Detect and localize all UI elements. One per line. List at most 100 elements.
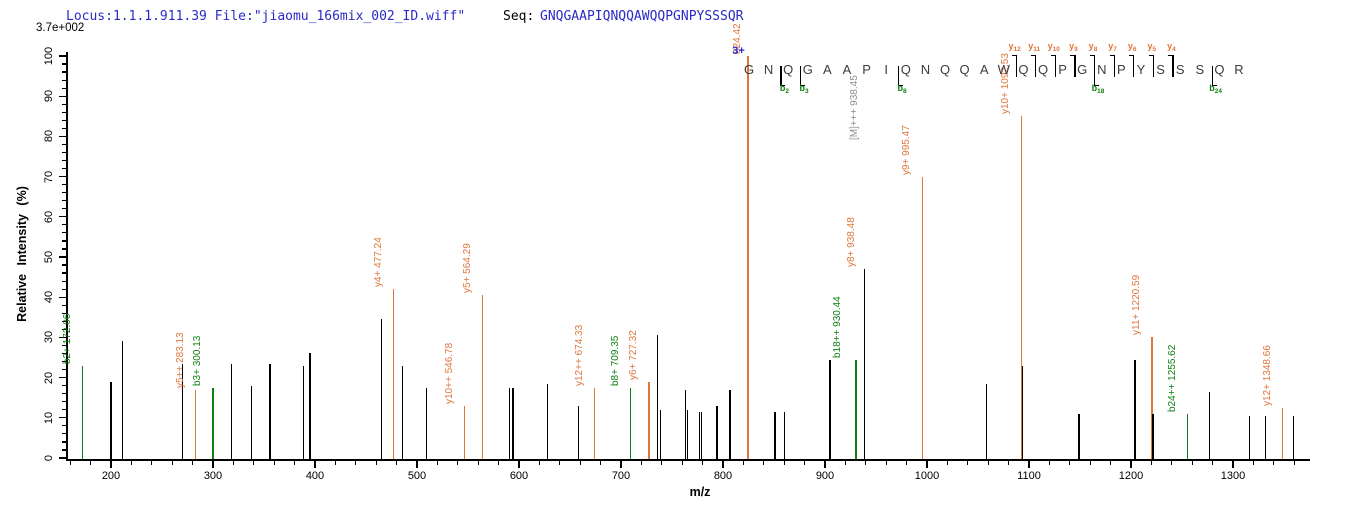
peak-label: y4+ 477.24: [372, 237, 384, 288]
x-axis-minor-tick: [171, 461, 173, 465]
peptide-residue: R: [1234, 62, 1244, 77]
y-axis-minor-tick: [62, 143, 66, 146]
y-axis-minor-tick: [62, 192, 66, 194]
sequence-value: GNQGAAPIQNQQAWQQPGNPYSSSQR: [540, 9, 744, 24]
x-axis-minor-tick: [192, 461, 194, 465]
base-peak-intensity: 3.7e+002: [36, 22, 85, 34]
spectrum-peak: [1187, 413, 1189, 459]
y-axis-minor-tick: [62, 151, 66, 154]
x-axis-tick-label: 300: [203, 470, 223, 482]
x-axis-tick: [314, 461, 316, 468]
x-axis-minor-tick: [130, 461, 132, 465]
x-axis-minor-tick: [498, 461, 500, 465]
y-axis-minor-tick: [62, 368, 66, 371]
x-axis-title: m/z: [689, 485, 711, 499]
fragment-mark-b: [898, 66, 900, 86]
y-axis-tick: [59, 377, 66, 379]
fragment-mark-b: [1094, 66, 1096, 86]
fragment-mark-y-stub: [1168, 55, 1174, 57]
y-axis-minor-tick: [62, 409, 66, 411]
x-axis-minor-tick: [1293, 461, 1295, 465]
x-axis-tick: [110, 461, 112, 468]
x-axis-minor-tick: [865, 461, 867, 465]
fragment-label-b: b18: [1091, 83, 1105, 96]
fragment-mark-b-stub: [1211, 84, 1217, 86]
x-axis-minor-tick: [946, 461, 948, 465]
y-axis-minor-tick: [62, 288, 66, 290]
peptide-residue: S: [1156, 62, 1165, 77]
x-axis-minor-tick: [294, 461, 296, 465]
y-axis-minor-tick: [62, 87, 66, 89]
y-axis-tick-label: 0: [43, 454, 55, 462]
x-axis-minor-tick: [436, 461, 438, 465]
x-axis-minor-tick: [1252, 461, 1254, 465]
x-axis-tick-label: 900: [815, 470, 835, 482]
x-axis-minor-tick: [1089, 461, 1091, 465]
x-axis-minor-tick: [1171, 461, 1173, 465]
spectrum-peak: [1248, 415, 1250, 459]
y-axis-minor-tick: [62, 208, 66, 210]
y-axis-minor-tick: [62, 119, 66, 121]
spectrum-peak: [657, 335, 659, 459]
x-axis-minor-tick: [334, 461, 336, 465]
peptide-residue: Q: [1214, 62, 1225, 77]
y-axis-tick: [59, 95, 66, 97]
spectrum-peak: [230, 363, 232, 459]
spectrum-peak: [110, 381, 112, 459]
fragment-mark-y: [1015, 55, 1017, 77]
peptide-residue: A: [842, 62, 852, 77]
fragment-mark-b-stub: [1094, 84, 1099, 86]
fragment-label-y: y9: [1069, 41, 1078, 54]
x-axis-tick-label: 1100: [1017, 470, 1041, 482]
peak-label: b3+ 300.13: [192, 335, 204, 386]
fragment-label-y: y4: [1167, 41, 1176, 54]
spectrum-peak: [729, 389, 731, 459]
x-axis-minor-tick: [1069, 461, 1071, 465]
x-axis-minor-tick: [1191, 461, 1193, 465]
x-axis-tick: [1232, 461, 1234, 468]
spectrum-peak: [303, 365, 305, 459]
fragment-mark-y: [1172, 55, 1174, 77]
fragment-mark-y: [1054, 55, 1056, 77]
spectrum-peak: [716, 405, 718, 459]
fragment-mark-b: [780, 66, 782, 86]
fragment-label-b: b24: [1209, 83, 1222, 96]
fragment-label-y: y8: [1088, 41, 1098, 54]
spectrum-peak: [863, 269, 865, 459]
fragment-mark-y-stub: [1070, 55, 1076, 57]
peak-label: b8+ 709.35: [609, 335, 621, 386]
peptide-residue: Q: [939, 62, 951, 77]
fragment-mark-b-stub: [800, 84, 805, 86]
fragment-mark-y-stub: [1090, 55, 1095, 57]
x-axis-minor-tick: [1212, 461, 1214, 465]
spectrum-peak: [594, 387, 596, 459]
x-axis-minor-tick: [457, 461, 459, 465]
y-axis-tick-label: 40: [43, 291, 55, 304]
peak-label: b24++ 1255.62: [1166, 344, 1178, 412]
x-axis-minor-tick: [396, 461, 398, 465]
spectrum-peak: [1264, 415, 1267, 459]
peptide-residue: Q: [1037, 62, 1049, 77]
spectrum-peak: [546, 383, 549, 459]
fragment-mark-y-stub: [1011, 55, 1017, 57]
x-axis-tick-label: 400: [305, 470, 325, 482]
y-axis-tick: [59, 457, 66, 459]
x-axis-minor-tick: [1273, 461, 1275, 465]
x-axis-tick-label: 1300: [1220, 470, 1246, 482]
x-axis-minor-tick: [702, 461, 704, 465]
x-axis-minor-tick: [253, 461, 255, 465]
x-axis-minor-tick: [355, 461, 357, 465]
fragment-label-y: y12: [1008, 41, 1021, 54]
fragment-label-b: b3: [799, 83, 809, 96]
peptide-residue: P: [862, 62, 871, 77]
spectrum-peak: [1021, 365, 1024, 459]
x-axis-tick: [722, 461, 724, 468]
spectrum-peak: [1020, 116, 1023, 459]
peak-label: y9+ 995.47: [901, 124, 913, 175]
spectrum-peak: [698, 411, 701, 459]
x-axis-tick-label: 700: [611, 470, 631, 482]
x-axis-minor-tick: [538, 461, 540, 465]
peptide-residue: N: [1097, 62, 1107, 77]
x-axis-minor-tick: [640, 461, 642, 465]
y-axis-minor-tick: [62, 159, 66, 162]
